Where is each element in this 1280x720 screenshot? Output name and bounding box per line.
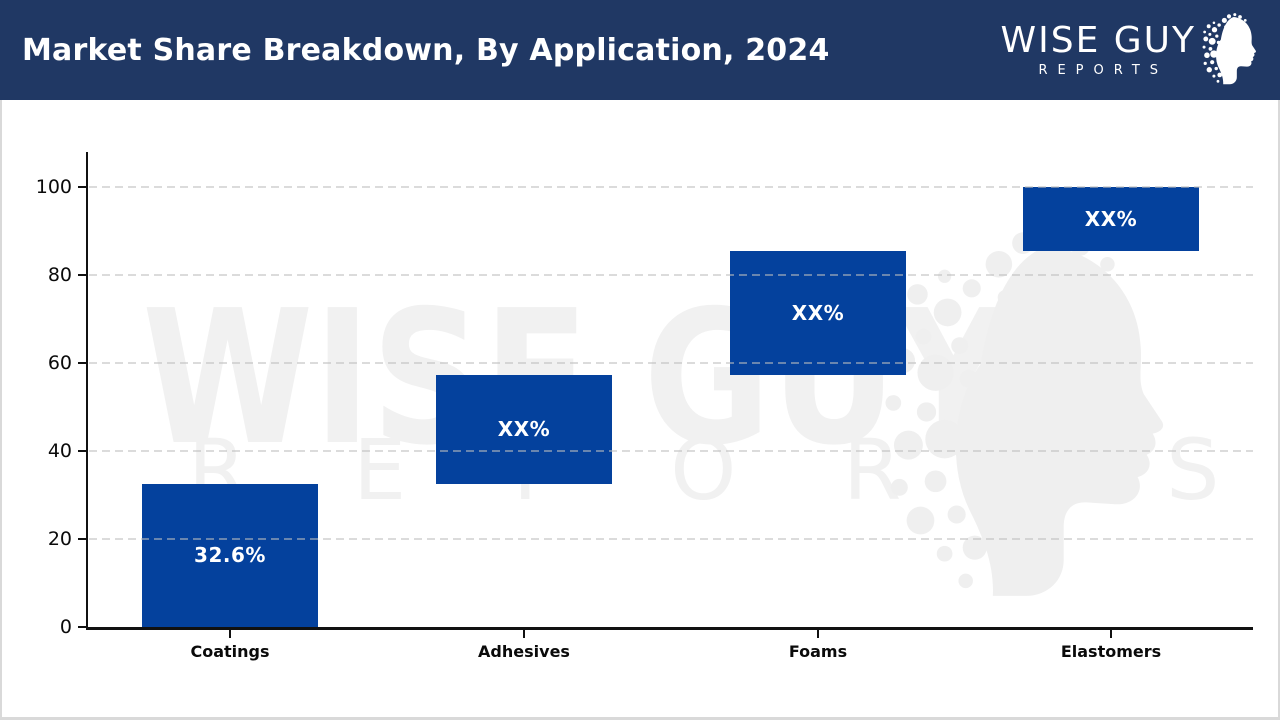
y-tick-label-80: 80	[14, 262, 72, 288]
x-axis-category-label-adhesives: Adhesives	[414, 642, 634, 661]
y-tick-mark-100	[78, 186, 88, 188]
y-tick-label-40-text: 40	[47, 440, 72, 462]
bar-adhesives: XX%	[436, 375, 612, 484]
y-tick-label-100: 100	[14, 174, 72, 200]
logo-brand-subtitle: REPORTS	[1038, 62, 1169, 78]
y-gridline-100	[89, 186, 1253, 188]
wiseguy-logo: WISE GUY REPORTS	[1001, 12, 1259, 88]
logo-brand-name: WISE GUY	[1000, 19, 1196, 61]
x-axis-category-label-elastomers-text: Elastomers	[1060, 642, 1162, 661]
y-tick-label-40: 40	[14, 438, 72, 464]
x-tick-mark-adhesives	[523, 630, 525, 638]
y-tick-label-0: 0	[14, 614, 72, 640]
page-title: Market Share Breakdown, By Application, …	[22, 32, 830, 68]
y-axis-spine	[86, 152, 88, 630]
x-tick-mark-elastomers	[1110, 630, 1112, 638]
bar-elastomers-text: XX%	[1084, 206, 1138, 231]
dotted-face-profile-icon	[1200, 12, 1258, 88]
x-axis-spine	[86, 627, 1253, 630]
x-tick-mark-foams	[817, 630, 819, 638]
y-tick-mark-40	[78, 450, 88, 452]
y-gridline-60	[89, 362, 1253, 364]
header-bar: Market Share Breakdown, By Application, …	[0, 0, 1280, 100]
y-tick-label-0-text: 0	[59, 616, 72, 638]
x-axis-category-label-elastomers: Elastomers	[1001, 642, 1221, 661]
x-axis-category-label-coatings: Coatings	[120, 642, 340, 661]
bar-foams-text: XX%	[791, 301, 845, 326]
y-tick-label-20-text: 20	[47, 528, 72, 550]
bar-coatings-text: 32.6%	[194, 543, 266, 568]
bar-elastomers: XX%	[1023, 187, 1199, 251]
y-tick-label-100-text: 100	[35, 176, 72, 198]
y-tick-mark-20	[78, 538, 88, 540]
y-tick-label-80-text: 80	[47, 264, 72, 286]
bar-foams: XX%	[730, 250, 906, 376]
x-axis-category-label-foams: Foams	[708, 642, 928, 661]
y-tick-label-20: 20	[14, 526, 72, 552]
y-tick-mark-80	[78, 274, 88, 276]
x-axis-category-label-coatings-text: Coatings	[190, 642, 270, 661]
y-gridline-40	[89, 450, 1253, 452]
bar-coatings: 32.6%	[142, 483, 318, 627]
x-axis-category-label-foams-text: Foams	[788, 642, 848, 661]
watermark-dotted-face-profile-icon	[872, 222, 1174, 614]
x-axis-category-label-adhesives-text: Adhesives	[478, 642, 570, 661]
y-tick-mark-0	[78, 626, 88, 628]
bar-adhesives-text: XX%	[497, 417, 551, 442]
y-tick-mark-60	[78, 362, 88, 364]
y-tick-label-60-text: 60	[47, 352, 72, 374]
wiseguy-logo-text: WISE GUY REPORTS	[1000, 19, 1197, 78]
x-tick-mark-coatings	[229, 630, 231, 638]
y-tick-label-60: 60	[14, 350, 72, 376]
y-gridline-20	[89, 538, 1253, 540]
y-gridline-80	[89, 274, 1253, 276]
